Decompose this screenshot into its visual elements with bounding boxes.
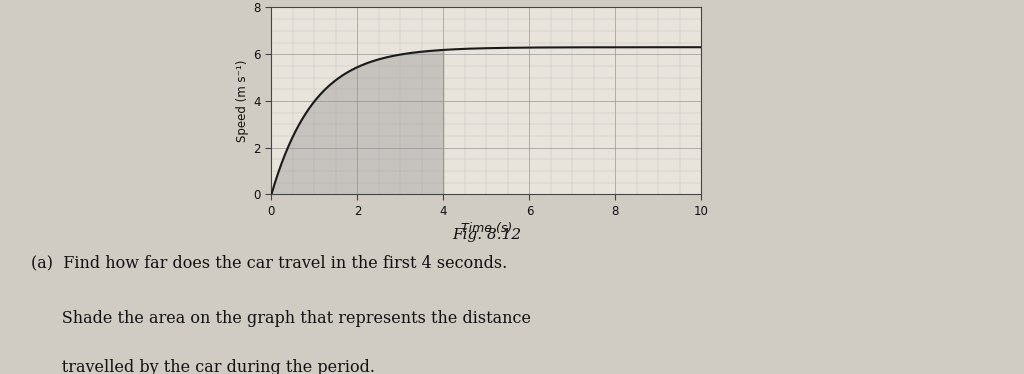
Text: Shade the area on the graph that represents the distance: Shade the area on the graph that represe…	[31, 310, 530, 327]
Text: (a)  Find how far does the car travel in the first 4 seconds.: (a) Find how far does the car travel in …	[31, 254, 507, 271]
Y-axis label: Speed (m s⁻¹): Speed (m s⁻¹)	[237, 60, 249, 142]
X-axis label: Time (s): Time (s)	[461, 222, 512, 235]
Text: travelled by the car during the period.: travelled by the car during the period.	[31, 359, 375, 374]
Text: Fig. 8.12: Fig. 8.12	[452, 228, 521, 242]
